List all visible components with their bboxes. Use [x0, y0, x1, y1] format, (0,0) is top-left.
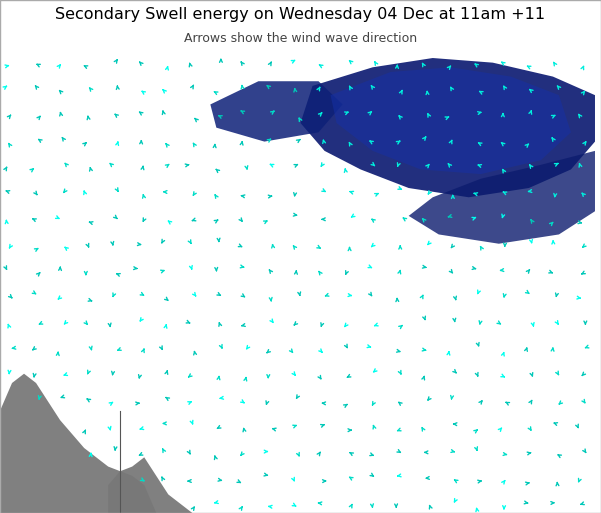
- Polygon shape: [0, 373, 192, 513]
- Polygon shape: [331, 67, 571, 174]
- Polygon shape: [409, 151, 595, 244]
- Polygon shape: [300, 58, 595, 198]
- Text: Arrows show the wind wave direction: Arrows show the wind wave direction: [184, 31, 417, 45]
- Polygon shape: [210, 81, 343, 142]
- Text: Secondary Swell energy on Wednesday 04 Dec at 11am +11: Secondary Swell energy on Wednesday 04 D…: [55, 7, 546, 22]
- Polygon shape: [108, 471, 156, 513]
